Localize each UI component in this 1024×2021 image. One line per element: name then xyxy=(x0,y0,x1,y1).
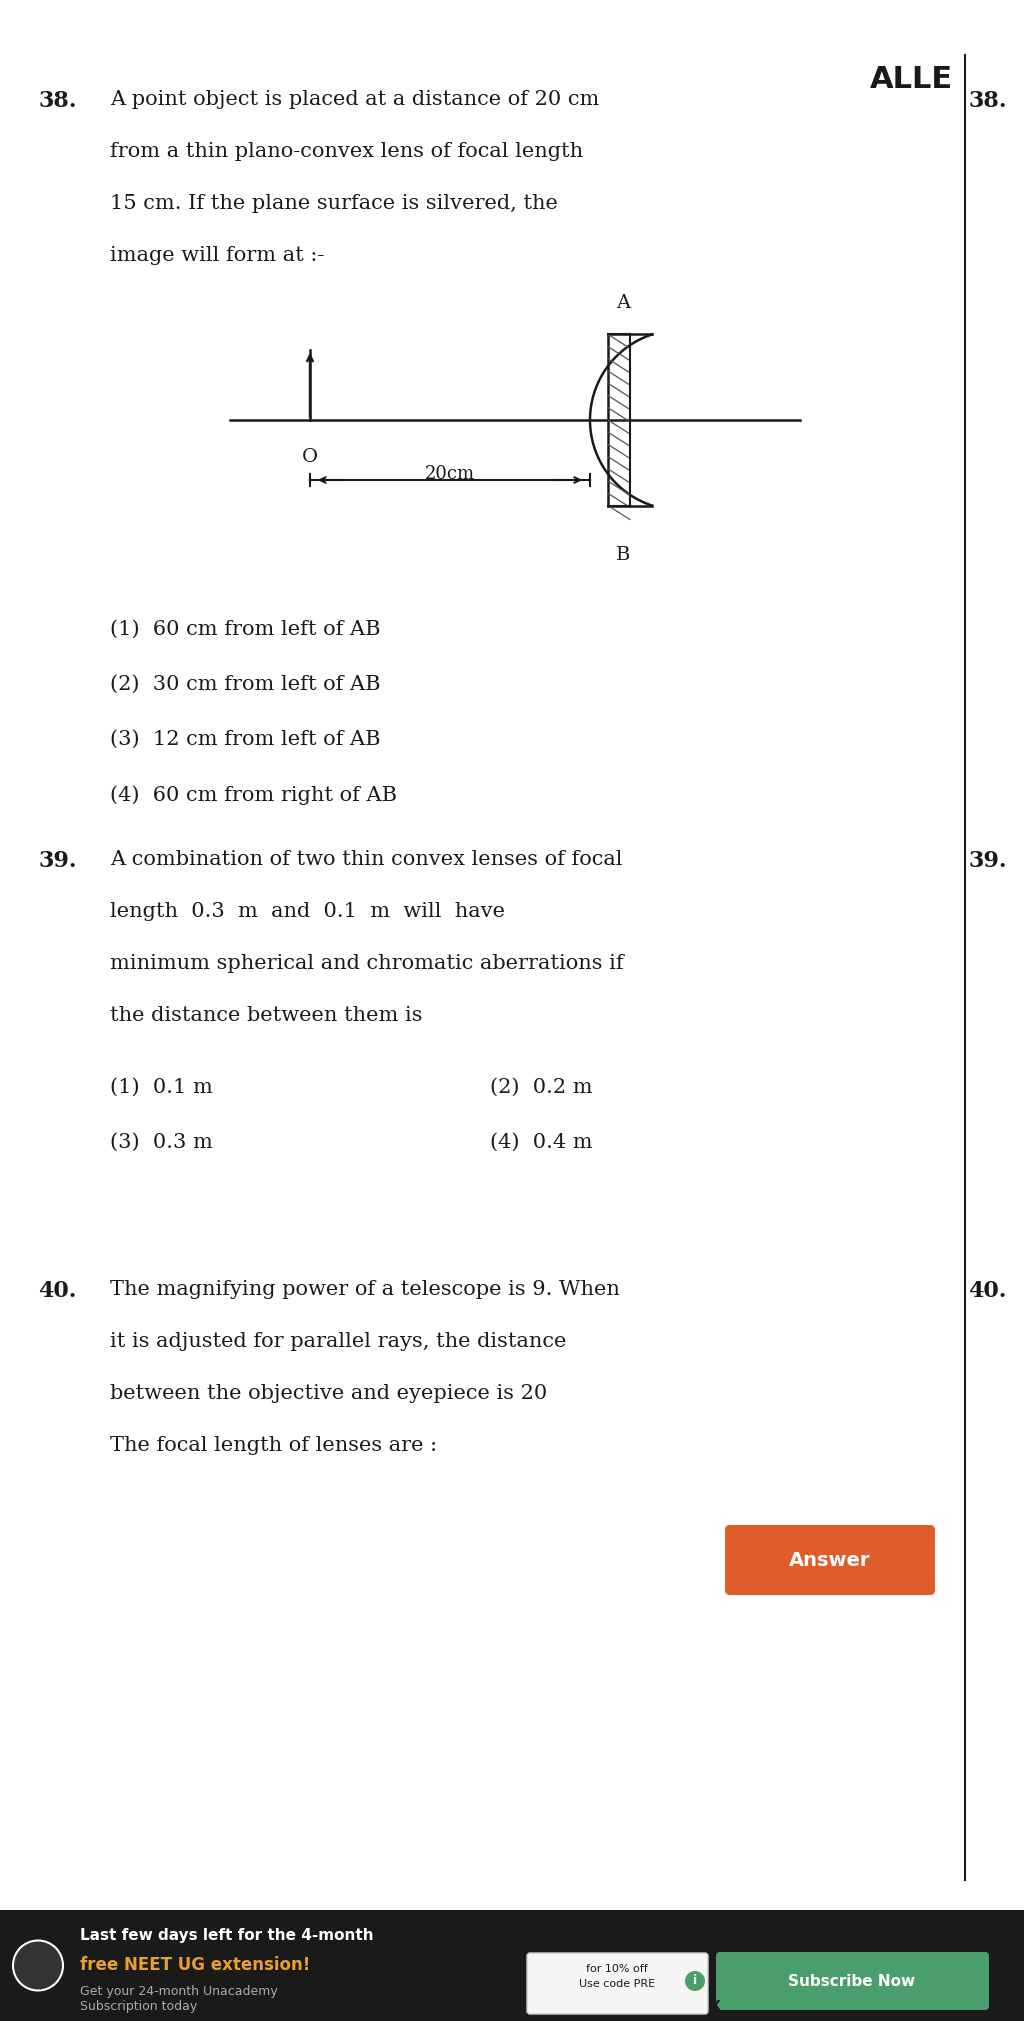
Text: for 10% off: for 10% off xyxy=(586,1964,648,1975)
Text: The magnifying power of a telescope is 9. When: The magnifying power of a telescope is 9… xyxy=(110,1279,620,1300)
Text: ALLE: ALLE xyxy=(870,65,953,95)
Text: Answer: Answer xyxy=(790,1550,870,1570)
Text: Use code PRE: Use code PRE xyxy=(579,1979,655,1989)
Text: 20cm: 20cm xyxy=(425,465,475,483)
Text: (1)  60 cm from left of AB: (1) 60 cm from left of AB xyxy=(110,620,381,639)
Text: B: B xyxy=(616,546,631,564)
Text: minimum spherical and chromatic aberrations if: minimum spherical and chromatic aberrati… xyxy=(110,954,624,972)
Text: 15 cm. If the plane surface is silvered, the: 15 cm. If the plane surface is silvered,… xyxy=(110,194,558,212)
Text: Subscription today: Subscription today xyxy=(80,2001,198,2013)
Text: (2)  30 cm from left of AB: (2) 30 cm from left of AB xyxy=(110,675,381,693)
Text: O: O xyxy=(302,449,318,467)
Text: 38.: 38. xyxy=(968,91,1007,111)
FancyBboxPatch shape xyxy=(527,1952,708,2015)
Text: (3)  0.3 m: (3) 0.3 m xyxy=(110,1134,213,1152)
Text: free NEET UG extension!: free NEET UG extension! xyxy=(80,1956,310,1975)
Text: from a thin plano-convex lens of focal length: from a thin plano-convex lens of focal l… xyxy=(110,141,583,162)
FancyBboxPatch shape xyxy=(716,1952,989,2011)
Text: length  0.3  m  and  0.1  m  will  have: length 0.3 m and 0.1 m will have xyxy=(110,901,505,922)
Text: A point object is placed at a distance of 20 cm: A point object is placed at a distance o… xyxy=(110,91,599,109)
Text: 39.: 39. xyxy=(968,851,1007,871)
Text: X: X xyxy=(710,1999,720,2013)
Text: between the objective and eyepiece is 20: between the objective and eyepiece is 20 xyxy=(110,1384,547,1403)
Text: Get your 24-month Unacademy: Get your 24-month Unacademy xyxy=(80,1985,278,1999)
FancyBboxPatch shape xyxy=(725,1526,935,1595)
Text: (2)  0.2 m: (2) 0.2 m xyxy=(490,1077,593,1097)
Circle shape xyxy=(13,1940,63,1991)
Text: A: A xyxy=(616,295,630,313)
Text: (4)  60 cm from right of AB: (4) 60 cm from right of AB xyxy=(110,784,397,804)
Text: image will form at :-: image will form at :- xyxy=(110,247,325,265)
Text: it is adjusted for parallel rays, the distance: it is adjusted for parallel rays, the di… xyxy=(110,1332,566,1350)
Text: 38.: 38. xyxy=(38,91,77,111)
Text: Last few days left for the 4-month: Last few days left for the 4-month xyxy=(80,1928,374,1942)
Text: 40.: 40. xyxy=(38,1279,77,1302)
Text: (4)  0.4 m: (4) 0.4 m xyxy=(490,1134,593,1152)
Text: 39.: 39. xyxy=(38,851,77,871)
Text: Subscribe Now: Subscribe Now xyxy=(788,1972,915,1989)
Text: the distance between them is: the distance between them is xyxy=(110,1006,423,1025)
Text: The focal length of lenses are :: The focal length of lenses are : xyxy=(110,1437,437,1455)
Bar xyxy=(0,1910,1024,2021)
Text: 40.: 40. xyxy=(968,1279,1007,1302)
Text: i: i xyxy=(693,1975,697,1987)
Circle shape xyxy=(685,1970,705,1991)
Text: (3)  12 cm from left of AB: (3) 12 cm from left of AB xyxy=(110,730,381,750)
Text: A combination of two thin convex lenses of focal: A combination of two thin convex lenses … xyxy=(110,851,623,869)
Text: (1)  0.1 m: (1) 0.1 m xyxy=(110,1077,213,1097)
